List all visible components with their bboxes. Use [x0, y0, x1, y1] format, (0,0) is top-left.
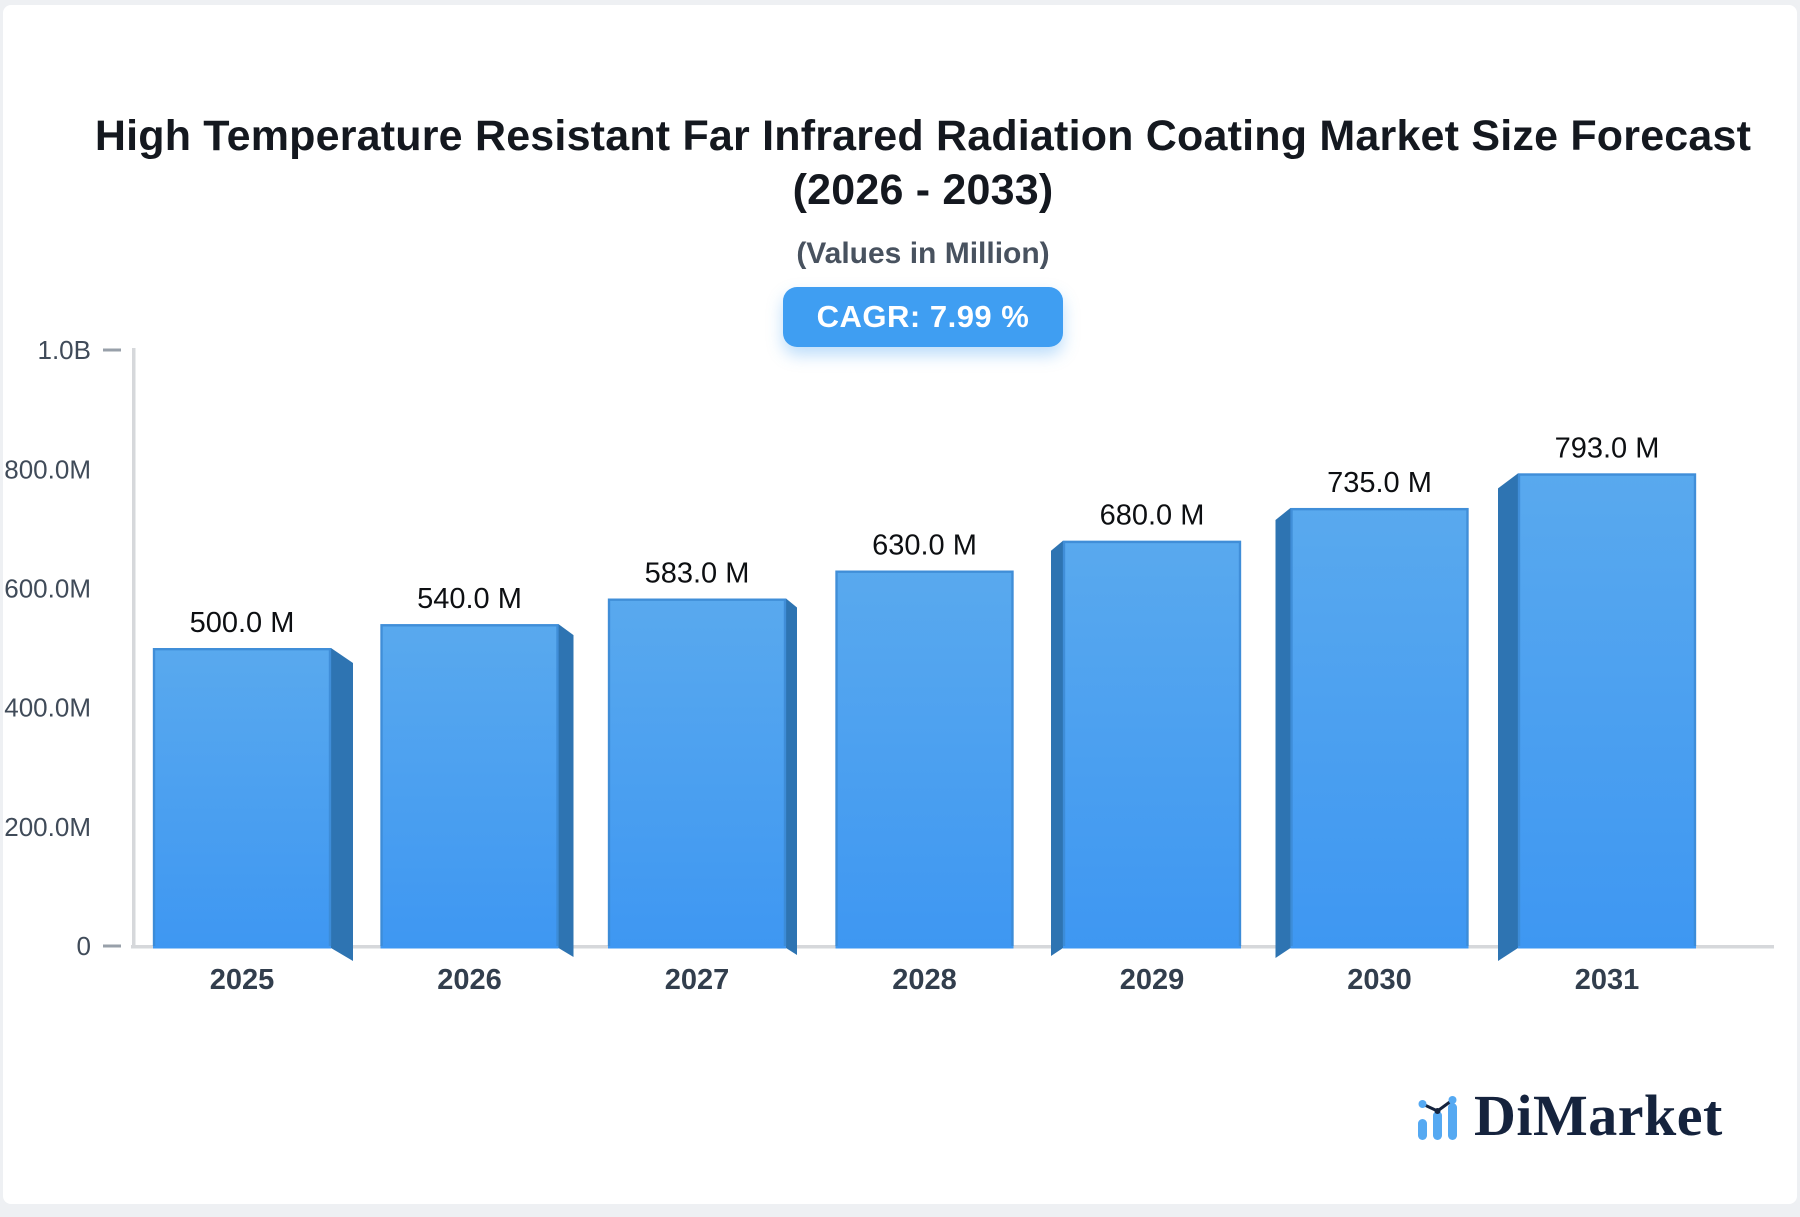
bar-front-face	[608, 598, 786, 949]
x-axis-label: 2031	[1575, 964, 1640, 996]
x-axis-label: 2028	[892, 964, 957, 996]
bar-value-label: 680.0 M	[1100, 500, 1205, 532]
bar-group: 680.0 M 2029	[1051, 500, 1242, 996]
x-axis-label: 2027	[665, 964, 730, 996]
bar-side-face	[1275, 507, 1291, 958]
bar-group: 630.0 M 2028	[835, 530, 1014, 996]
bar-front-edge	[607, 598, 787, 946]
y-axis-label: 0	[77, 931, 91, 961]
bar-value-label: 540.0 M	[417, 583, 522, 615]
bar-front-edge	[1290, 507, 1469, 946]
bar-side-face	[786, 598, 797, 955]
chart-title-line1: High Temperature Resistant Far Infrared …	[94, 112, 1752, 160]
dimarket-logo-text: DiMarket	[1474, 1083, 1723, 1148]
chart-card: High Temperature Resistant Far Infrared …	[3, 5, 1797, 1204]
y-axis-label: 1.0B	[38, 335, 92, 365]
cagr-badge: CAGR: 7.99 %	[782, 287, 1064, 348]
y-axis-label: 800.0M	[4, 454, 91, 484]
bar-front-edge	[1517, 473, 1697, 946]
x-axis-label: 2030	[1347, 964, 1412, 996]
bar-side-face	[1051, 540, 1063, 956]
bar-front-face	[1518, 473, 1696, 949]
bar-value-label: 793.0 M	[1555, 432, 1660, 464]
bar-front-edge	[835, 570, 1014, 946]
bar-value-label: 630.0 M	[872, 530, 977, 562]
y-axis-line	[132, 348, 136, 948]
bar-group: 735.0 M 2030	[1275, 467, 1469, 996]
bar-front-edge	[152, 648, 332, 946]
bar-chart-canvas: 1.0B 800.0M 600.0M 400.0M 200.0M 0 500.0 M 2025…	[4, 335, 1774, 996]
bar-group: 583.0 M 2027	[607, 558, 797, 996]
chart-title: High Temperature Resistant Far Infrared …	[49, 109, 1797, 217]
bar-front-face	[835, 570, 1014, 949]
bar-value-label: 500.0 M	[190, 607, 295, 639]
bar-front-face	[1063, 540, 1241, 949]
bar-value-label: 583.0 M	[645, 558, 750, 590]
chart-subtitle: (Values in Million)	[796, 237, 1050, 271]
bar-front-face	[1290, 507, 1469, 949]
bar-side-face	[331, 648, 353, 961]
bar-front-edge	[1062, 540, 1242, 946]
bar-group: 540.0 M 2026	[380, 583, 574, 996]
x-axis-label: 2029	[1120, 964, 1185, 996]
chart-title-line2: (2026 - 2033)	[792, 166, 1054, 215]
chart-header: High Temperature Resistant Far Infrared …	[49, 109, 1797, 348]
bar-side-face	[1498, 473, 1518, 961]
bar-group: 500.0 M 2025	[152, 607, 353, 996]
bar-front-face	[380, 624, 559, 949]
y-axis-label: 400.0M	[4, 693, 91, 723]
y-axis-tick	[103, 348, 121, 352]
x-axis-label: 2026	[437, 964, 502, 996]
y-axis-label: 200.0M	[4, 812, 91, 842]
dimarket-logo: DiMarket	[1415, 1083, 1723, 1148]
x-axis-label: 2025	[210, 964, 275, 996]
bar-front-face	[153, 648, 331, 949]
bar-front-edge	[380, 624, 559, 946]
bar-value-label: 735.0 M	[1327, 467, 1432, 499]
bar-group: 793.0 M 2031	[1498, 432, 1697, 996]
y-axis-tick	[103, 944, 121, 948]
bar-side-face	[558, 624, 574, 957]
dimarket-logo-icon	[1418, 1096, 1457, 1141]
y-axis-label: 600.0M	[4, 574, 91, 604]
